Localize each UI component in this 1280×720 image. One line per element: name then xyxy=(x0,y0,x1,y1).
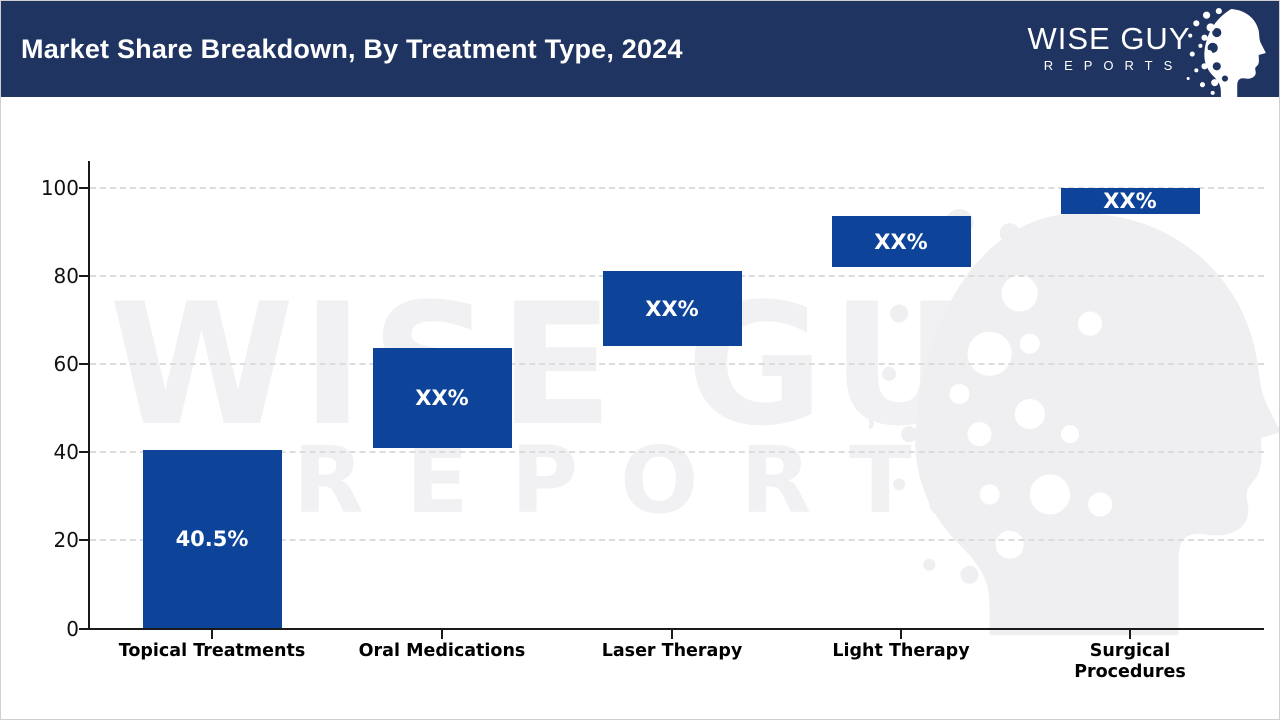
y-axis-line xyxy=(88,161,90,630)
gridline-40 xyxy=(90,451,1264,454)
x-category-label: Light Therapy xyxy=(832,641,970,661)
bar-value-label: XX% xyxy=(415,386,469,411)
x-tick-mark xyxy=(211,629,213,639)
x-category-label: Laser Therapy xyxy=(601,641,743,661)
x-category-label: Oral Medications xyxy=(358,641,526,661)
bar-light-therapy: XX% xyxy=(831,216,971,267)
chart-title: Market Share Breakdown, By Treatment Typ… xyxy=(21,33,683,64)
bar-surgical-procedures: XX% xyxy=(1060,187,1200,214)
y-tick-mark xyxy=(79,186,88,189)
gridline-60 xyxy=(90,362,1264,365)
y-tick-mark xyxy=(79,539,88,542)
x-tick-mark xyxy=(1129,629,1131,639)
x-category-label: Topical Treatments xyxy=(118,641,306,661)
x-tick-mark xyxy=(900,629,902,639)
logo-subtitle-text: REPORTS xyxy=(1043,57,1184,73)
y-tick-mark xyxy=(79,362,88,365)
y-tick-label: 80 xyxy=(53,263,79,288)
y-tick-label: 40 xyxy=(53,440,79,465)
bar-value-label: XX% xyxy=(1103,188,1157,213)
y-tick-label: 60 xyxy=(53,351,79,376)
x-category-label: Surgical Procedures xyxy=(1074,641,1186,682)
gridline-20 xyxy=(90,539,1264,542)
logo-name-text: WISE GUY xyxy=(1027,21,1191,56)
bar-value-label: XX% xyxy=(874,229,928,254)
y-tick-mark xyxy=(79,451,88,454)
y-tick-mark xyxy=(79,274,88,277)
logo-head-icon xyxy=(1186,8,1266,99)
x-axis-line xyxy=(88,628,1264,630)
x-tick-mark xyxy=(671,629,673,639)
gridline-100 xyxy=(90,186,1264,189)
bar-laser-therapy: XX% xyxy=(602,271,742,347)
y-tick-label: 20 xyxy=(53,528,79,553)
y-tick-label: 0 xyxy=(66,616,79,641)
header-bar: Market Share Breakdown, By Treatment Typ… xyxy=(1,1,1279,99)
logo-wordmark: WISE GUY REPORTS xyxy=(1023,21,1195,73)
bar-topical-treatments: 40.5% xyxy=(142,449,282,629)
x-tick-mark xyxy=(441,629,443,639)
y-tick-mark xyxy=(79,627,88,630)
bar-value-label: XX% xyxy=(645,296,699,321)
bar-value-label: 40.5% xyxy=(175,527,249,552)
bar-oral-medications: XX% xyxy=(372,348,512,448)
wiseguy-logo: WISE GUY REPORTS xyxy=(1023,5,1273,99)
y-tick-label: 100 xyxy=(40,175,79,200)
